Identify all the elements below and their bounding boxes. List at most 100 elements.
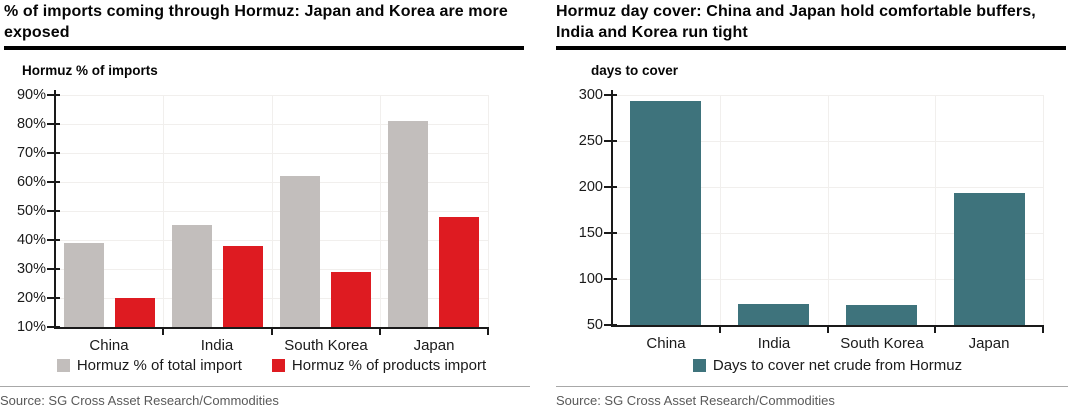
source-text: Source: SG Cross Asset Research/Commodit…	[0, 393, 279, 408]
x-tick-mark	[934, 325, 936, 333]
bar-japan	[439, 217, 479, 327]
y-tick-mark	[47, 94, 60, 96]
v-gridline	[1043, 95, 1044, 325]
bar-china	[115, 298, 155, 327]
h-gridline	[612, 141, 1043, 142]
bar-india	[223, 246, 263, 327]
source-note: Source: SG Cross Asset Research/Commodit…	[0, 386, 530, 408]
bar-india	[172, 225, 212, 327]
bar-south-korea	[280, 176, 320, 327]
chart-title-block: Hormuz day cover: China and Japan hold c…	[556, 1, 1066, 50]
y-axis-title: days to cover	[591, 63, 679, 78]
imports-share-legend: Hormuz % of total import Hormuz % of prod…	[55, 357, 488, 374]
chart-title: % of imports coming through Hormuz: Japa…	[4, 3, 508, 41]
y-tick-mark	[47, 210, 60, 212]
y-tick-mark	[47, 297, 60, 299]
y-tick-mark	[604, 324, 617, 326]
bar-japan	[388, 121, 428, 327]
source-text: Source: SG Cross Asset Research/Commodit…	[556, 393, 835, 408]
bar-south-korea	[846, 305, 917, 325]
y-axis-line	[54, 90, 56, 327]
y-tick-mark	[604, 140, 617, 142]
y-tick-label: 50	[586, 317, 603, 333]
legend-label: Days to cover net crude from Hormuz	[712, 357, 963, 374]
v-gridline	[272, 95, 273, 327]
legend-label: Hormuz % of products import	[291, 357, 487, 374]
x-tick-mark	[719, 325, 721, 333]
legend-item: Hormuz % of total import	[56, 357, 242, 374]
h-gridline	[55, 153, 488, 154]
y-tick-label: 300	[578, 87, 603, 103]
chart-title: Hormuz day cover: China and Japan hold c…	[556, 3, 1036, 41]
y-tick-mark	[47, 123, 60, 125]
h-gridline	[612, 187, 1043, 188]
bar-japan	[954, 193, 1025, 325]
y-tick-label: 250	[578, 133, 603, 149]
y-tick-label: 50%	[16, 203, 46, 219]
category-label: Japan	[413, 337, 455, 354]
category-label: Japan	[968, 335, 1010, 352]
y-tick-label: 80%	[16, 116, 46, 132]
h-gridline	[55, 182, 488, 183]
y-tick-label: 40%	[16, 232, 46, 248]
x-tick-mark	[162, 327, 164, 335]
category-label: China	[89, 337, 129, 354]
h-gridline	[55, 240, 488, 241]
y-tick-mark	[47, 152, 60, 154]
day-cover-legend: Days to cover net crude from Hormuz	[612, 357, 1043, 374]
x-tick-mark	[1042, 325, 1044, 333]
bar-china	[630, 101, 701, 325]
y-tick-mark	[47, 181, 60, 183]
y-tick-label: 150	[578, 225, 603, 241]
y-tick-label: 100	[578, 271, 603, 287]
v-gridline	[380, 95, 381, 327]
h-gridline	[612, 233, 1043, 234]
y-tick-mark	[47, 326, 60, 328]
h-gridline	[55, 211, 488, 212]
y-tick-mark	[604, 232, 617, 234]
y-tick-mark	[604, 94, 617, 96]
y-tick-label: 90%	[16, 87, 46, 103]
y-tick-mark	[47, 268, 60, 270]
legend-label: Hormuz % of total import	[76, 357, 242, 374]
h-gridline	[612, 279, 1043, 280]
v-gridline	[488, 95, 489, 327]
y-tick-mark	[604, 186, 617, 188]
x-tick-mark	[827, 325, 829, 333]
legend-item: Days to cover net crude from Hormuz	[692, 357, 963, 374]
bar-india	[738, 304, 809, 325]
y-tick-label: 200	[578, 179, 603, 195]
x-tick-mark	[487, 327, 489, 335]
h-gridline	[55, 124, 488, 125]
x-tick-mark	[271, 327, 273, 335]
y-axis-line	[611, 90, 613, 325]
legend-item: Hormuz % of products import	[271, 357, 487, 374]
source-note: Source: SG Cross Asset Research/Commodit…	[556, 386, 1068, 408]
panel-hormuz-day-cover: Hormuz day cover: China and Japan hold c…	[534, 0, 1068, 416]
category-label: South Korea	[284, 337, 368, 354]
bar-china	[64, 243, 104, 327]
v-gridline	[828, 95, 829, 325]
v-gridline	[163, 95, 164, 327]
y-tick-label: 10%	[16, 319, 46, 335]
category-label: India	[757, 335, 791, 352]
y-tick-label: 30%	[16, 261, 46, 277]
y-axis-title: Hormuz % of imports	[22, 63, 158, 78]
imports-share-bar-chart: 90% 80% 70% 60% 50% 40% 30% 20% 10% China India Sou…	[16, 87, 489, 354]
y-tick-mark	[604, 278, 617, 280]
panel-hormuz-import-share: % of imports coming through Hormuz: Japa…	[0, 1, 530, 408]
title-underline	[4, 46, 524, 50]
day-cover-bar-chart: 300 250 200 150 100 50 China India South Korea Ja…	[534, 0, 1068, 416]
category-label: China	[646, 335, 686, 352]
chart-title-block: % of imports coming through Hormuz: Japa…	[4, 1, 524, 50]
title-underline	[556, 46, 1066, 50]
category-label: India	[200, 337, 234, 354]
y-tick-label: 20%	[16, 290, 46, 306]
legend-swatch-icon	[271, 359, 285, 372]
legend-swatch-icon	[56, 359, 70, 372]
h-gridline	[55, 269, 488, 270]
h-gridline	[55, 298, 488, 299]
y-tick-label: 60%	[16, 174, 46, 190]
h-gridline	[55, 95, 488, 96]
